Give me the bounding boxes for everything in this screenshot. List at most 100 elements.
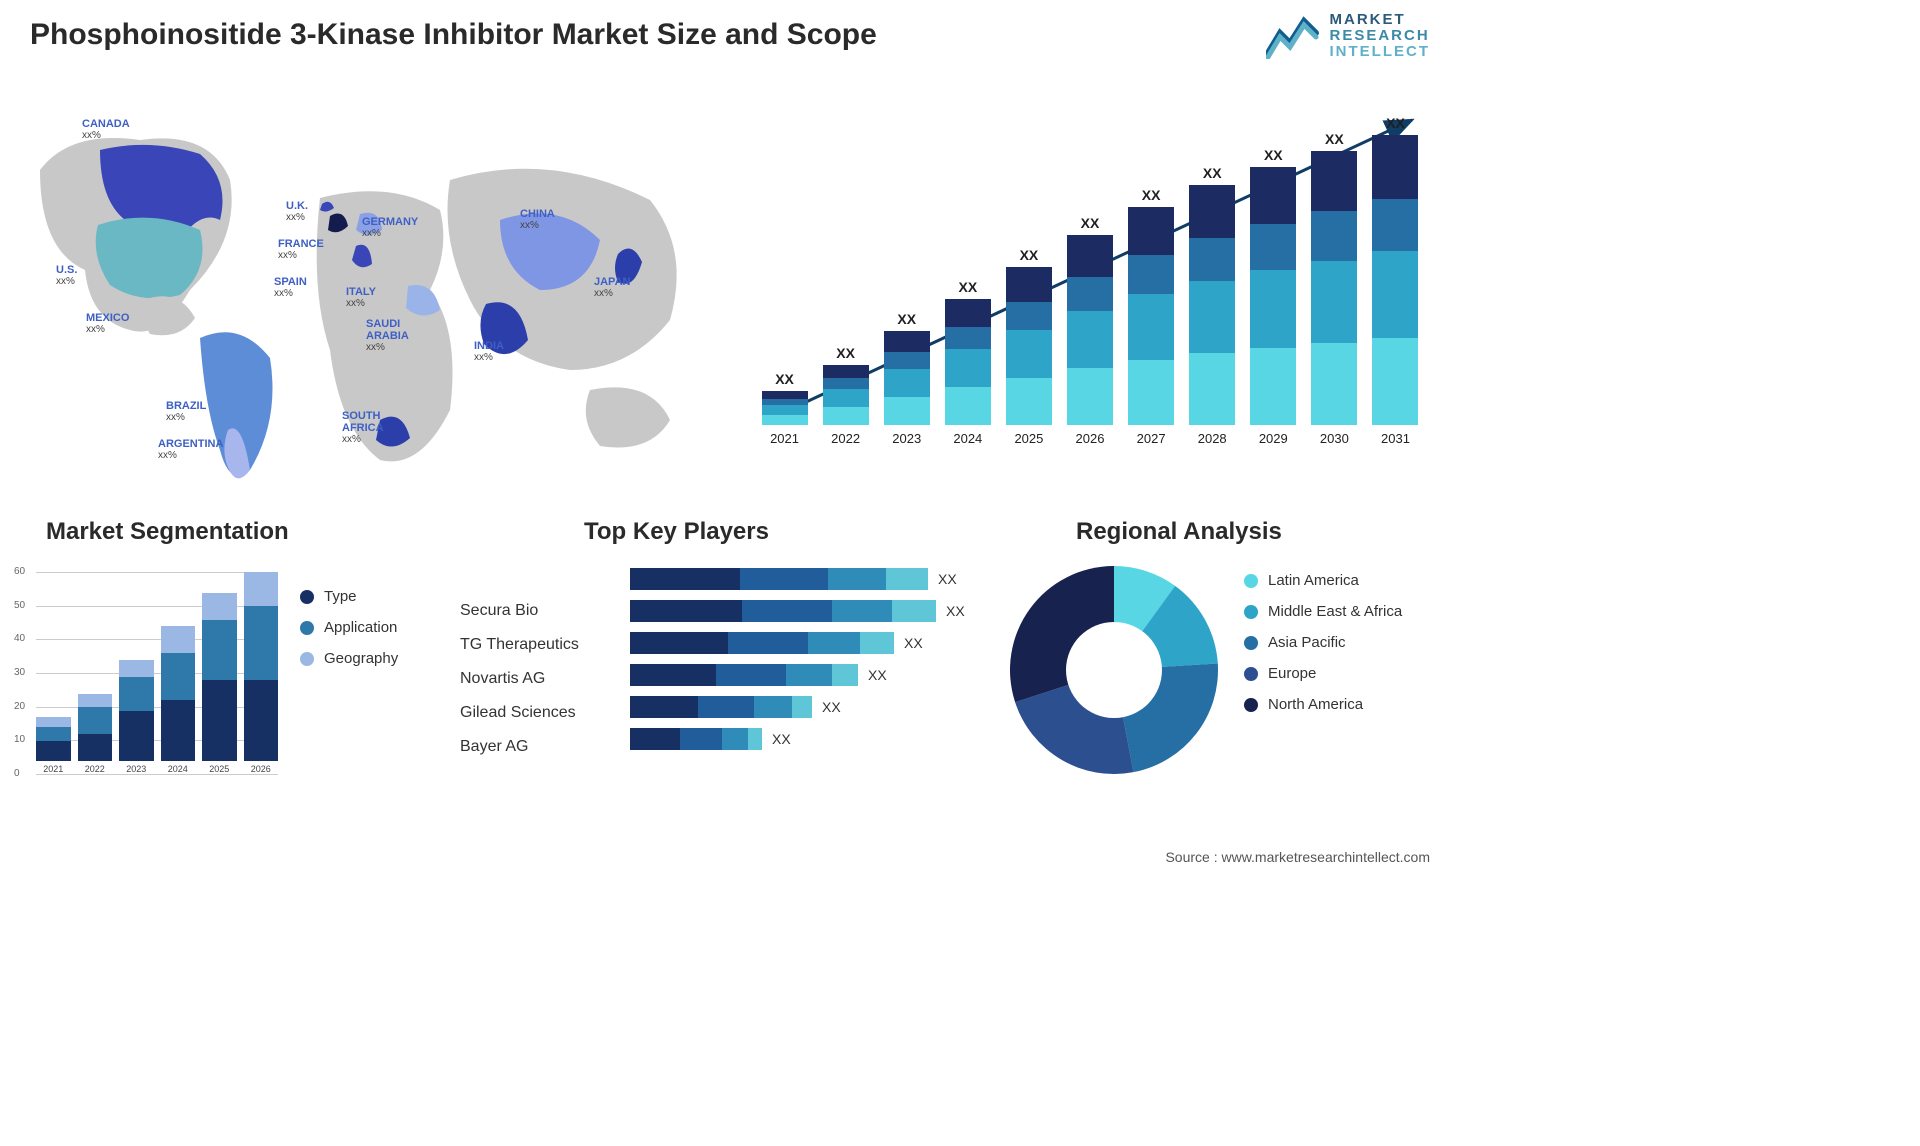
- player-bar-segment: [832, 664, 858, 686]
- growth-bar: XX 2027: [1127, 187, 1176, 446]
- player-bar-segment: [630, 632, 728, 654]
- growth-bar-stack: [1067, 235, 1113, 425]
- legend-swatch-icon: [300, 590, 314, 604]
- brand-line-3: INTELLECT: [1330, 44, 1431, 60]
- player-bar-stack: [630, 600, 936, 622]
- growth-bar-segment: [1128, 360, 1174, 425]
- growth-bar-segment: [884, 352, 930, 369]
- brand-graphic-icon: [1266, 13, 1320, 59]
- brand-logo: MARKET RESEARCH INTELLECT: [1266, 12, 1431, 59]
- growth-bar-segment: [1067, 277, 1113, 311]
- segmentation-segment: [119, 660, 154, 677]
- growth-bar-segment: [1006, 330, 1052, 377]
- growth-bar-year: 2024: [953, 431, 982, 446]
- growth-bar-value: XX: [775, 371, 794, 387]
- player-label: Novartis AG: [460, 670, 620, 688]
- map-label: U.S.xx%: [56, 264, 77, 287]
- growth-bar-year: 2022: [831, 431, 860, 446]
- segmentation-bar-stack: [161, 626, 196, 761]
- growth-bar-segment: [823, 407, 869, 425]
- source-attribution: Source : www.marketresearchintellect.com: [1165, 849, 1430, 865]
- growth-bar-chart: XX2021XX2022XX2023XX2024XX2025XX2026XX20…: [760, 68, 1420, 468]
- legend-label: Asia Pacific: [1268, 634, 1346, 651]
- legend-label: Application: [324, 619, 397, 636]
- player-bar-segment: [892, 600, 936, 622]
- segmentation-legend: TypeApplicationGeography: [300, 588, 398, 667]
- segmentation-segment: [202, 593, 237, 620]
- player-bar-value: XX: [946, 603, 965, 619]
- growth-bar-segment: [1128, 207, 1174, 255]
- growth-bar-value: XX: [1142, 187, 1161, 203]
- segmentation-bar-stack: [202, 593, 237, 761]
- donut-hole: [1066, 622, 1162, 718]
- map-label: FRANCExx%: [278, 238, 324, 261]
- map-label: CHINAxx%: [520, 208, 555, 231]
- player-bar-segment: [742, 600, 832, 622]
- legend-label: Latin America: [1268, 572, 1359, 589]
- segmentation-segment: [119, 677, 154, 711]
- player-bar-stack: [630, 664, 858, 686]
- segmentation-bar-stack: [119, 660, 154, 761]
- segmentation-header: Market Segmentation: [46, 518, 289, 546]
- growth-bar-segment: [1250, 348, 1296, 425]
- key-players-chart: Secura BioTG TherapeuticsNovartis AGGile…: [460, 556, 970, 796]
- legend-swatch-icon: [1244, 698, 1258, 712]
- player-label: Secura Bio: [460, 602, 620, 620]
- growth-bar-segment: [1250, 167, 1296, 224]
- growth-bar-segment: [1372, 251, 1418, 338]
- segmentation-bar: 2024: [161, 626, 196, 774]
- growth-bar: XX2031: [1371, 115, 1420, 446]
- player-bar-stack: [630, 696, 812, 718]
- player-bar-segment: [740, 568, 828, 590]
- regional-header: Regional Analysis: [1076, 518, 1282, 546]
- player-bar-segment: [630, 600, 742, 622]
- segmentation-segment: [244, 680, 279, 761]
- growth-bar: XX2023: [882, 311, 931, 446]
- segmentation-bar: 2021: [36, 717, 71, 774]
- legend-swatch-icon: [1244, 636, 1258, 650]
- legend-item: North America: [1244, 696, 1402, 713]
- map-label: ARGENTINAxx%: [158, 438, 223, 461]
- player-bar-stack: [630, 728, 762, 750]
- legend-swatch-icon: [1244, 574, 1258, 588]
- player-bar-segment: [630, 728, 680, 750]
- growth-bar-segment: [823, 389, 869, 407]
- growth-bar-segment: [1311, 261, 1357, 343]
- brand-line-2: RESEARCH: [1330, 28, 1431, 44]
- growth-bar-segment: [1128, 294, 1174, 359]
- growth-bar-year: 2027: [1137, 431, 1166, 446]
- growth-bar-year: 2028: [1198, 431, 1227, 446]
- growth-bar-year: 2023: [892, 431, 921, 446]
- growth-bar-segment: [1189, 185, 1235, 238]
- regional-legend: Latin America Middle East & Africa Asia Pa…: [1244, 572, 1402, 713]
- player-bar-value: XX: [938, 571, 957, 587]
- brand-line-1: MARKET: [1330, 12, 1431, 28]
- player-bar-segment: [860, 632, 894, 654]
- segmentation-segment: [36, 727, 71, 740]
- map-label: MEXICOxx%: [86, 312, 129, 335]
- growth-bar-value: XX: [1203, 165, 1222, 181]
- growth-bar: XX 2028: [1188, 165, 1237, 446]
- growth-bar-segment: [1311, 151, 1357, 211]
- legend-item: Latin America: [1244, 572, 1402, 589]
- growth-bar-value: XX: [1386, 115, 1405, 131]
- segmentation-year: 2023: [126, 764, 146, 774]
- legend-item: Middle East & Africa: [1244, 603, 1402, 620]
- segmentation-segment: [78, 707, 113, 734]
- growth-bar-segment: [1372, 135, 1418, 199]
- segmentation-segment: [36, 741, 71, 761]
- growth-bar-stack: [945, 299, 991, 425]
- growth-bar-segment: [1250, 224, 1296, 270]
- growth-bar-value: XX: [1264, 147, 1283, 163]
- growth-bar-segment: [884, 369, 930, 397]
- legend-swatch-icon: [300, 652, 314, 666]
- segmentation-year: 2022: [85, 764, 105, 774]
- y-axis-tick: 50: [14, 600, 25, 611]
- player-bar-segment: [754, 696, 792, 718]
- growth-bar-segment: [1311, 211, 1357, 260]
- player-bar-value: XX: [904, 635, 923, 651]
- segmentation-bar: 2023: [119, 660, 154, 774]
- growth-bar-segment: [884, 397, 930, 425]
- growth-bar-segment: [945, 387, 991, 425]
- grid-line: [36, 774, 278, 775]
